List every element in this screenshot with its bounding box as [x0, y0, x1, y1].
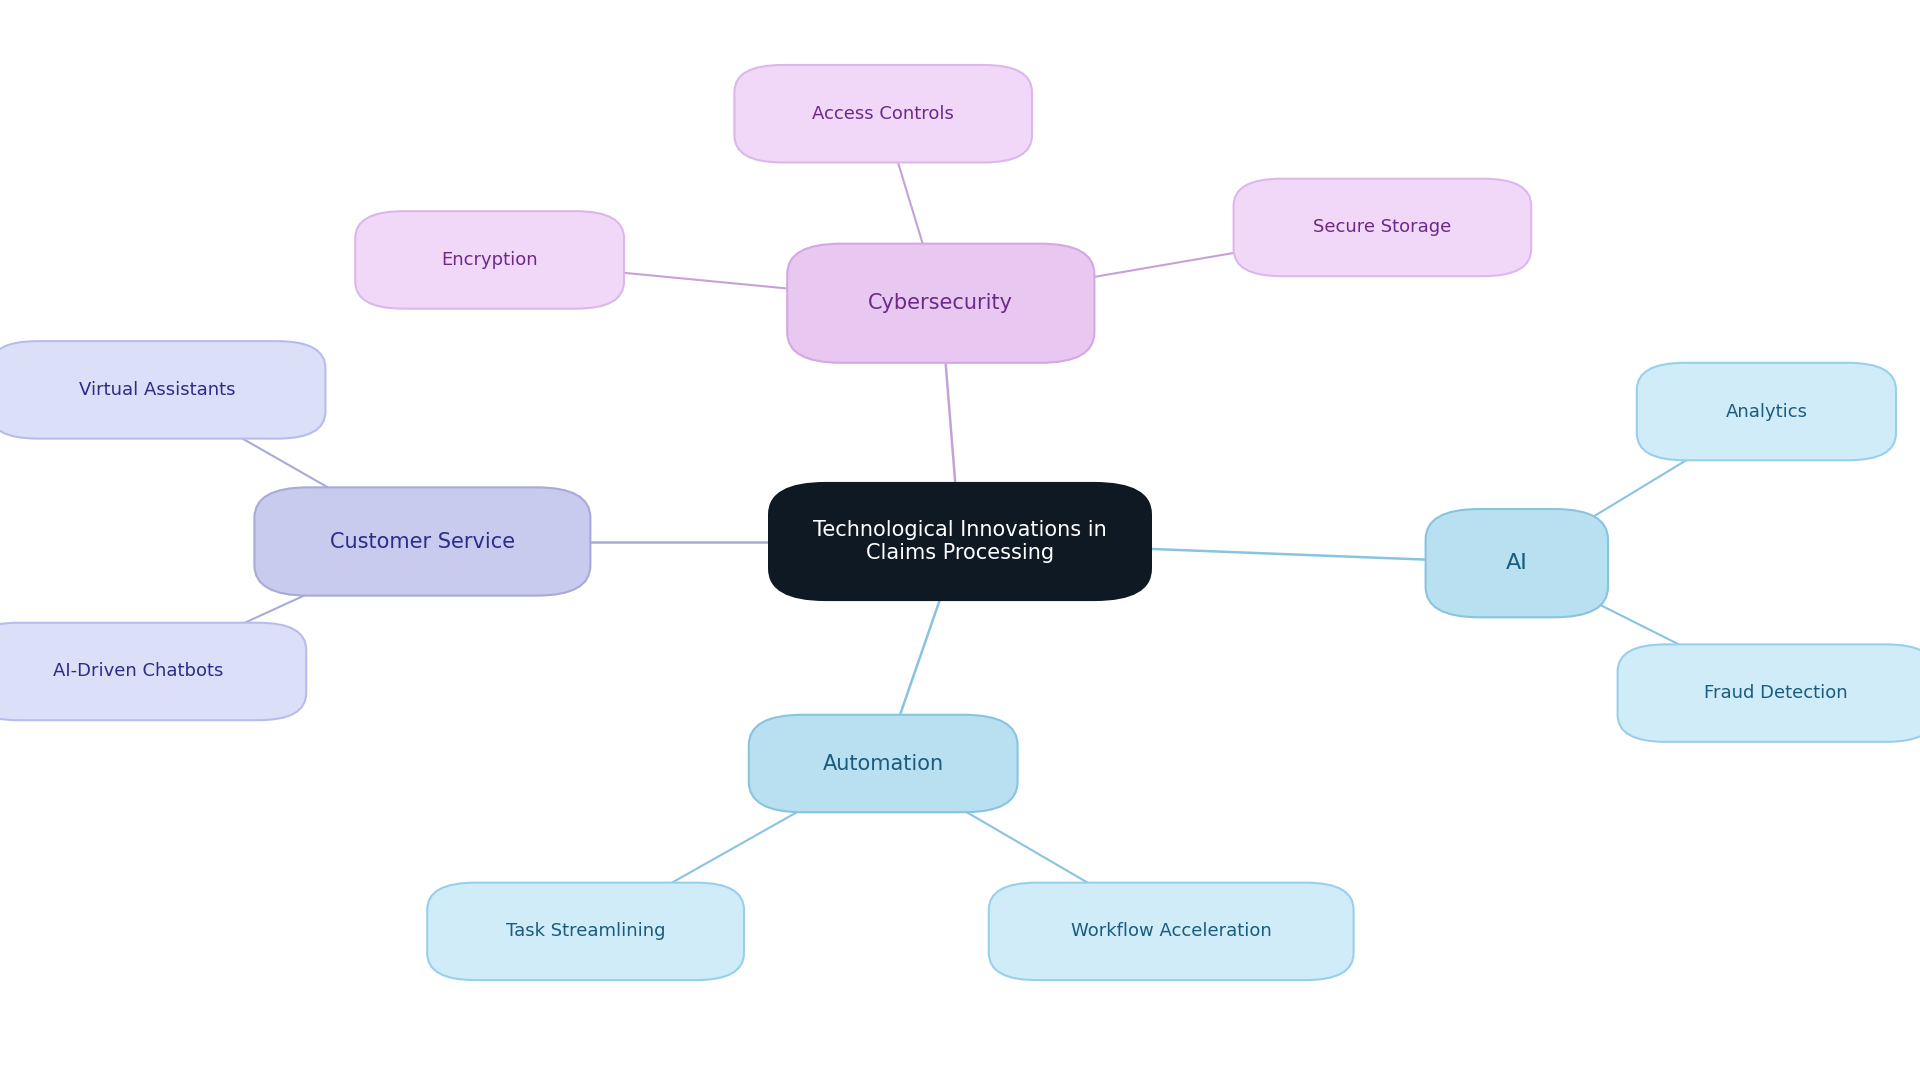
Text: Encryption: Encryption: [442, 251, 538, 269]
FancyBboxPatch shape: [1636, 363, 1895, 460]
Text: AI: AI: [1505, 553, 1528, 573]
Text: Workflow Acceleration: Workflow Acceleration: [1071, 923, 1271, 940]
Text: Access Controls: Access Controls: [812, 105, 954, 122]
Text: Cybersecurity: Cybersecurity: [868, 293, 1014, 313]
FancyBboxPatch shape: [1617, 644, 1920, 742]
FancyBboxPatch shape: [768, 482, 1152, 601]
FancyBboxPatch shape: [787, 244, 1094, 363]
FancyBboxPatch shape: [253, 487, 591, 596]
FancyBboxPatch shape: [1425, 509, 1609, 617]
FancyBboxPatch shape: [733, 65, 1033, 162]
Text: Virtual Assistants: Virtual Assistants: [79, 381, 236, 399]
FancyBboxPatch shape: [0, 623, 305, 720]
Text: AI-Driven Chatbots: AI-Driven Chatbots: [54, 663, 223, 680]
Text: Technological Innovations in
Claims Processing: Technological Innovations in Claims Proc…: [814, 520, 1106, 563]
FancyBboxPatch shape: [355, 211, 624, 309]
FancyBboxPatch shape: [1233, 179, 1532, 276]
Text: Automation: Automation: [822, 754, 945, 773]
Text: Customer Service: Customer Service: [330, 532, 515, 551]
Text: Secure Storage: Secure Storage: [1313, 219, 1452, 236]
Text: Analytics: Analytics: [1726, 403, 1807, 420]
FancyBboxPatch shape: [989, 883, 1354, 980]
Text: Fraud Detection: Fraud Detection: [1705, 684, 1847, 702]
FancyBboxPatch shape: [0, 341, 324, 439]
Text: Task Streamlining: Task Streamlining: [505, 923, 666, 940]
FancyBboxPatch shape: [426, 883, 743, 980]
FancyBboxPatch shape: [749, 715, 1018, 812]
